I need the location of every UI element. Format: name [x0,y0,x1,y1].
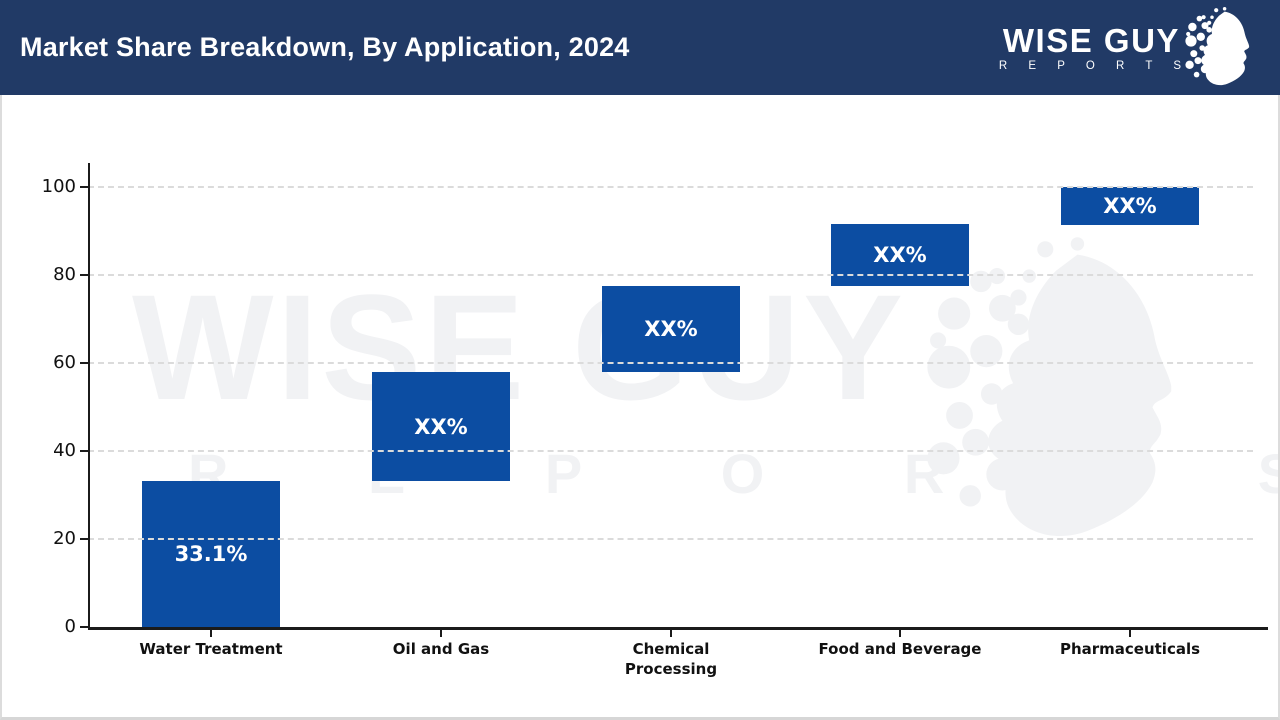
plot-area: 0 20 40 60 80 100 33.1% XX% XX% XX% XX% Water Treat… [0,95,1280,720]
bar-value-label-oil-and-gas: XX% [414,414,468,439]
bar-oil-and-gas [372,371,510,482]
y-tick-mark-0 [80,626,88,628]
watermark-head-icon [927,237,1172,537]
y-tick-label-40: 40 [53,440,76,461]
brand-subname: R E P O R T S [998,59,1190,72]
gridline-100 [88,186,1253,188]
bar-value-label-pharmaceuticals: XX% [1103,193,1157,218]
bar-value-label-food-and-beverage: XX% [873,242,927,267]
y-tick-label-100: 100 [41,176,76,197]
gridline-40 [88,450,1253,452]
x-tick-mark-chemical-processing [670,629,672,637]
chart-title: Market Share Breakdown, By Application, … [20,32,630,62]
x-category-label-chemical-processing: Chemical Processing [624,640,718,678]
gridline-60 [88,362,1253,364]
bar-pharmaceuticals [1061,187,1199,225]
y-tick-mark-20 [80,538,88,540]
x-tick-mark-oil-and-gas [440,629,442,637]
bar-water-treatment [142,481,280,627]
y-tick-label-60: 60 [53,352,76,373]
x-category-label-oil-and-gas: Oil and Gas [392,640,490,658]
brand-logo: WISE GUY R E P O R T S [993,6,1262,90]
y-axis-line [88,163,90,629]
y-tick-mark-60 [80,362,88,364]
watermark-text: WISE GUY [132,263,907,431]
bar-value-label-chemical-processing: XX% [644,317,698,342]
gridline-20 [88,538,1253,540]
brand-name: WISE GUY [1002,21,1180,59]
wise-guy-head-icon [1185,6,1250,85]
brand-text: WISE GUY R E P O R T S [993,24,1190,72]
x-category-label-food-and-beverage: Food and Beverage [818,640,982,658]
bar-chemical-processing [602,286,740,372]
y-tick-label-0: 0 [64,616,76,637]
x-category-label-pharmaceuticals: Pharmaceuticals [1059,640,1201,658]
gridline-80 [88,274,1253,276]
y-tick-mark-100 [80,186,88,188]
y-tick-label-80: 80 [53,264,76,285]
x-axis-line [88,627,1268,630]
x-tick-mark-pharmaceuticals [1129,629,1131,637]
x-category-label-water-treatment: Water Treatment [139,640,283,658]
x-tick-mark-water-treatment [210,629,212,637]
x-tick-mark-food-and-beverage [899,629,901,637]
y-tick-mark-40 [80,450,88,452]
bar-value-label-water-treatment: 33.1% [174,542,248,567]
y-tick-mark-80 [80,274,88,276]
y-tick-label-20: 20 [53,528,76,549]
header-band: Market Share Breakdown, By Application, … [0,0,1280,95]
